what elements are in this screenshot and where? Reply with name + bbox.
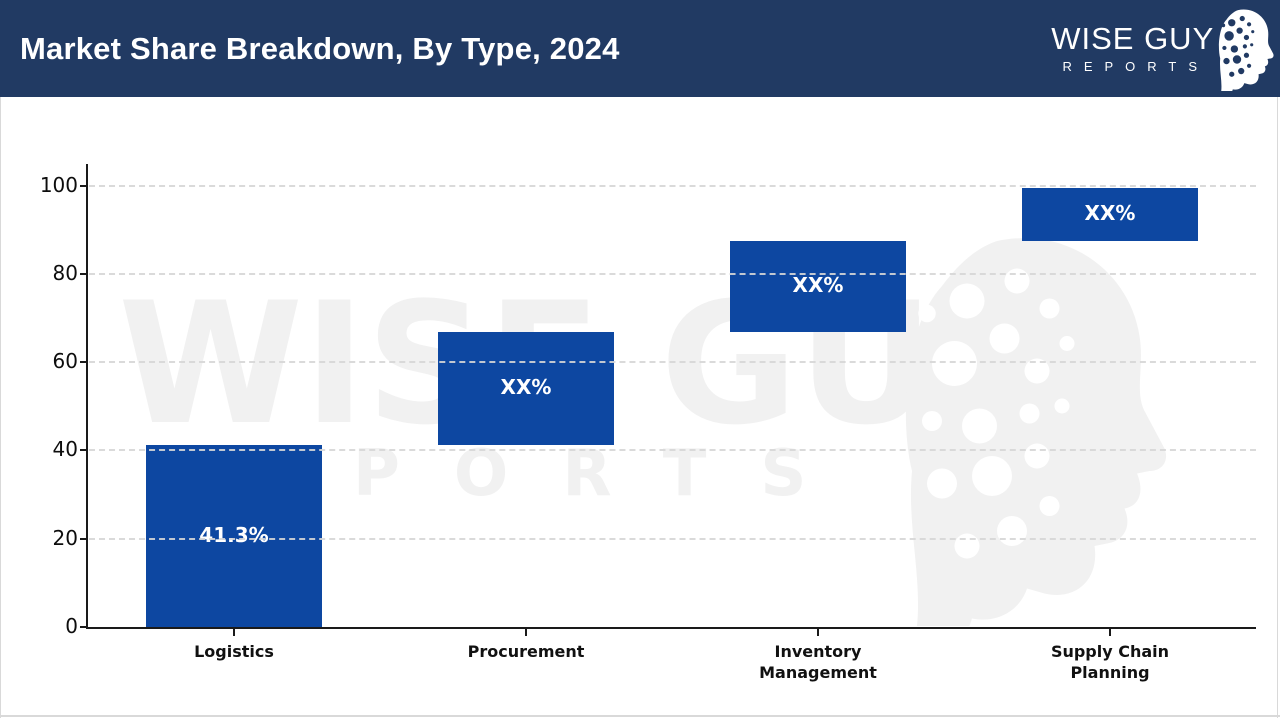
gridline-80 (89, 273, 1256, 276)
bar-value-label-inventory-management: XX% (792, 273, 844, 298)
gridline-20 (89, 537, 1256, 540)
bar-inventory-management: XX% (730, 241, 906, 332)
y-tick-label: 60 (52, 349, 78, 374)
y-tick-label: 40 (52, 437, 78, 462)
x-axis-label-procurement: Procurement (467, 641, 585, 661)
y-tick-mark-20 (80, 537, 88, 540)
bar-supply-chain-planning: XX% (1022, 187, 1198, 242)
y-tick-mark-80 (80, 273, 88, 276)
y-tick-mark-60 (80, 361, 88, 364)
x-axis-label-logistics: Logistics (194, 641, 274, 661)
x-tick-mark-supply-chain-planning (1109, 628, 1111, 636)
brand-logo-text: WISE GUY REPORTS (1051, 23, 1214, 74)
x-tick-mark-logistics (233, 628, 235, 636)
bar-logistics: 41.3% (146, 444, 322, 627)
x-axis-spine (86, 626, 1256, 629)
watermark-head-icon (905, 238, 1167, 626)
y-tick-label: 20 (52, 525, 78, 550)
y-tick-mark-0 (80, 625, 88, 628)
x-axis-label-supply-chain-planning: Supply Chain Planning (1050, 641, 1170, 683)
logo-subtext: REPORTS (1062, 59, 1210, 74)
y-tick-mark-100 (80, 185, 88, 188)
y-axis-spine (86, 164, 88, 629)
header-bar: Market Share Breakdown, By Type, 2024 WI… (0, 0, 1280, 97)
logo-wordmark: WISE GUY (1051, 21, 1215, 56)
bar-value-label-procurement: XX% (500, 375, 552, 400)
x-axis-label-inventory-management: Inventory Management (759, 641, 877, 683)
x-tick-mark-inventory-management (817, 628, 819, 636)
y-tick-label: 100 (39, 173, 78, 198)
logo-head-icon (1219, 9, 1274, 91)
page-title: Market Share Breakdown, By Type, 2024 (20, 30, 620, 66)
gridline-40 (89, 449, 1256, 452)
bar-procurement: XX% (438, 331, 614, 445)
y-tick-mark-40 (80, 449, 88, 452)
footer-divider (0, 715, 1280, 717)
bar-value-label-supply-chain-planning: XX% (1084, 201, 1136, 226)
gridline-100 (89, 185, 1256, 188)
y-tick-label: 0 (65, 613, 78, 638)
y-tick-label: 80 (52, 261, 78, 286)
x-tick-mark-procurement (525, 628, 527, 636)
gridline-60 (89, 361, 1256, 364)
bar-value-label-logistics: 41.3% (199, 522, 269, 547)
brand-logo: WISE GUY REPORTS (1051, 7, 1274, 91)
